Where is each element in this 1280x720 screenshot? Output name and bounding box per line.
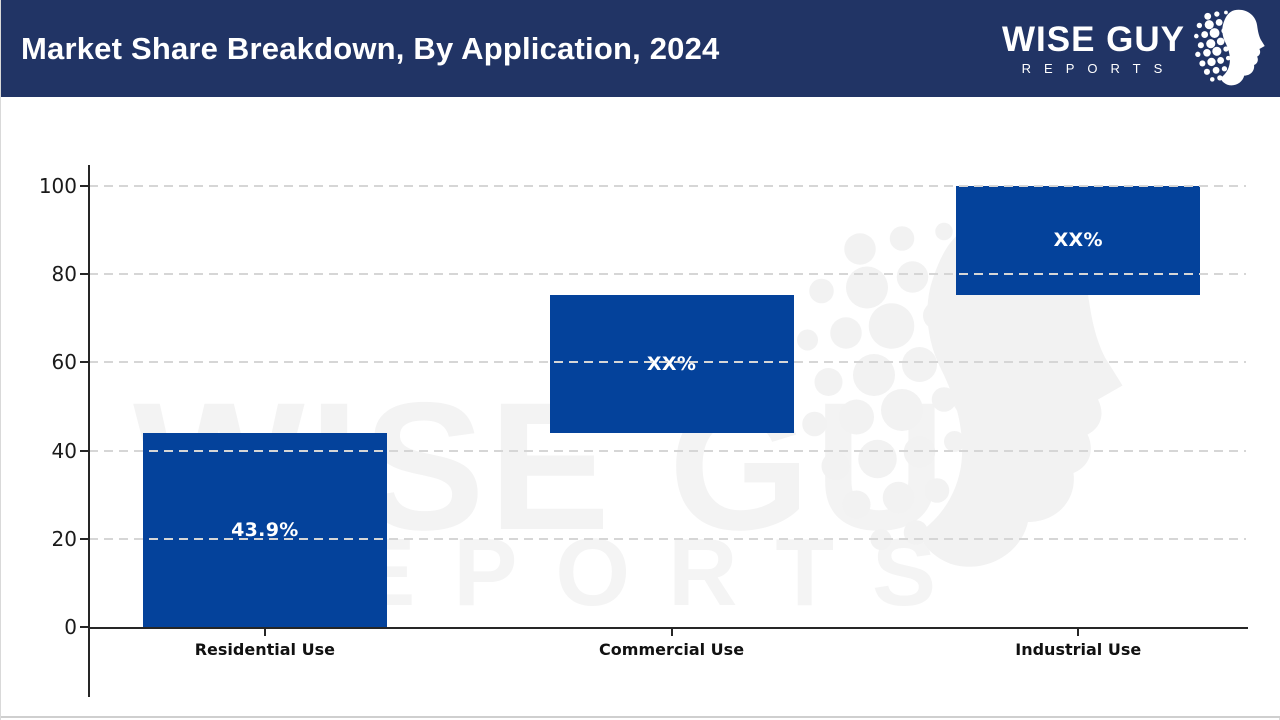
- gridline-60: [89, 361, 1246, 364]
- x-tick-label-3: Industrial Use: [1015, 640, 1142, 659]
- gridline-20: [89, 537, 1246, 540]
- y-tick-label-100: 100: [38, 174, 77, 198]
- gridline-80: [89, 273, 1246, 276]
- bottom-border: [1, 716, 1280, 718]
- y-tick-mark-80: [80, 273, 89, 276]
- y-tick-mark-100: [80, 185, 89, 187]
- x-tick-mark-3: [1077, 629, 1080, 636]
- x-tick-mark-1: [263, 629, 266, 636]
- y-tick-mark-20: [80, 537, 89, 540]
- x-axis-line: [88, 627, 1248, 629]
- chart-area: WISE GUY REPORTS 43.9% XX% XX% 0 20 40 60 80 10…: [1, 97, 1280, 716]
- y-tick-label-20: 20: [51, 526, 77, 551]
- brand-face-icon: [1194, 9, 1265, 85]
- brand-logo-text: WISE GUY REPORTS: [1002, 22, 1185, 75]
- x-tick-mark-2: [670, 629, 673, 636]
- x-tick-label-1: Residential Use: [194, 640, 335, 659]
- bar-value-label-2: XX%: [646, 353, 697, 376]
- y-tick-label-80: 80: [51, 262, 77, 287]
- header-bar: Market Share Breakdown, By Application, …: [1, 0, 1280, 97]
- y-tick-label-40: 40: [51, 438, 77, 463]
- bar-1: 43.9%: [142, 433, 387, 627]
- brand-name: WISE GUY: [1001, 20, 1185, 59]
- y-tick-mark-60: [80, 361, 89, 364]
- y-tick-mark-40: [80, 449, 89, 452]
- y-axis-line: [88, 165, 90, 697]
- bar-3: XX%: [956, 186, 1201, 295]
- y-tick-label-60: 60: [51, 350, 77, 375]
- brand-subname: REPORTS: [1021, 61, 1176, 76]
- gridline-40: [89, 449, 1246, 452]
- bar-2: XX%: [549, 294, 794, 434]
- gridline-100: [89, 185, 1246, 187]
- brand-logo: WISE GUY REPORTS: [1002, 7, 1267, 91]
- bar-value-label-3: XX%: [1053, 229, 1103, 252]
- bar-value-label-1: 43.9%: [231, 519, 299, 542]
- x-tick-label-2: Commercial Use: [599, 640, 745, 659]
- y-tick-label-0: 0: [64, 615, 77, 639]
- y-tick-mark-0: [80, 626, 89, 628]
- page-title: Market Share Breakdown, By Application, …: [21, 30, 720, 66]
